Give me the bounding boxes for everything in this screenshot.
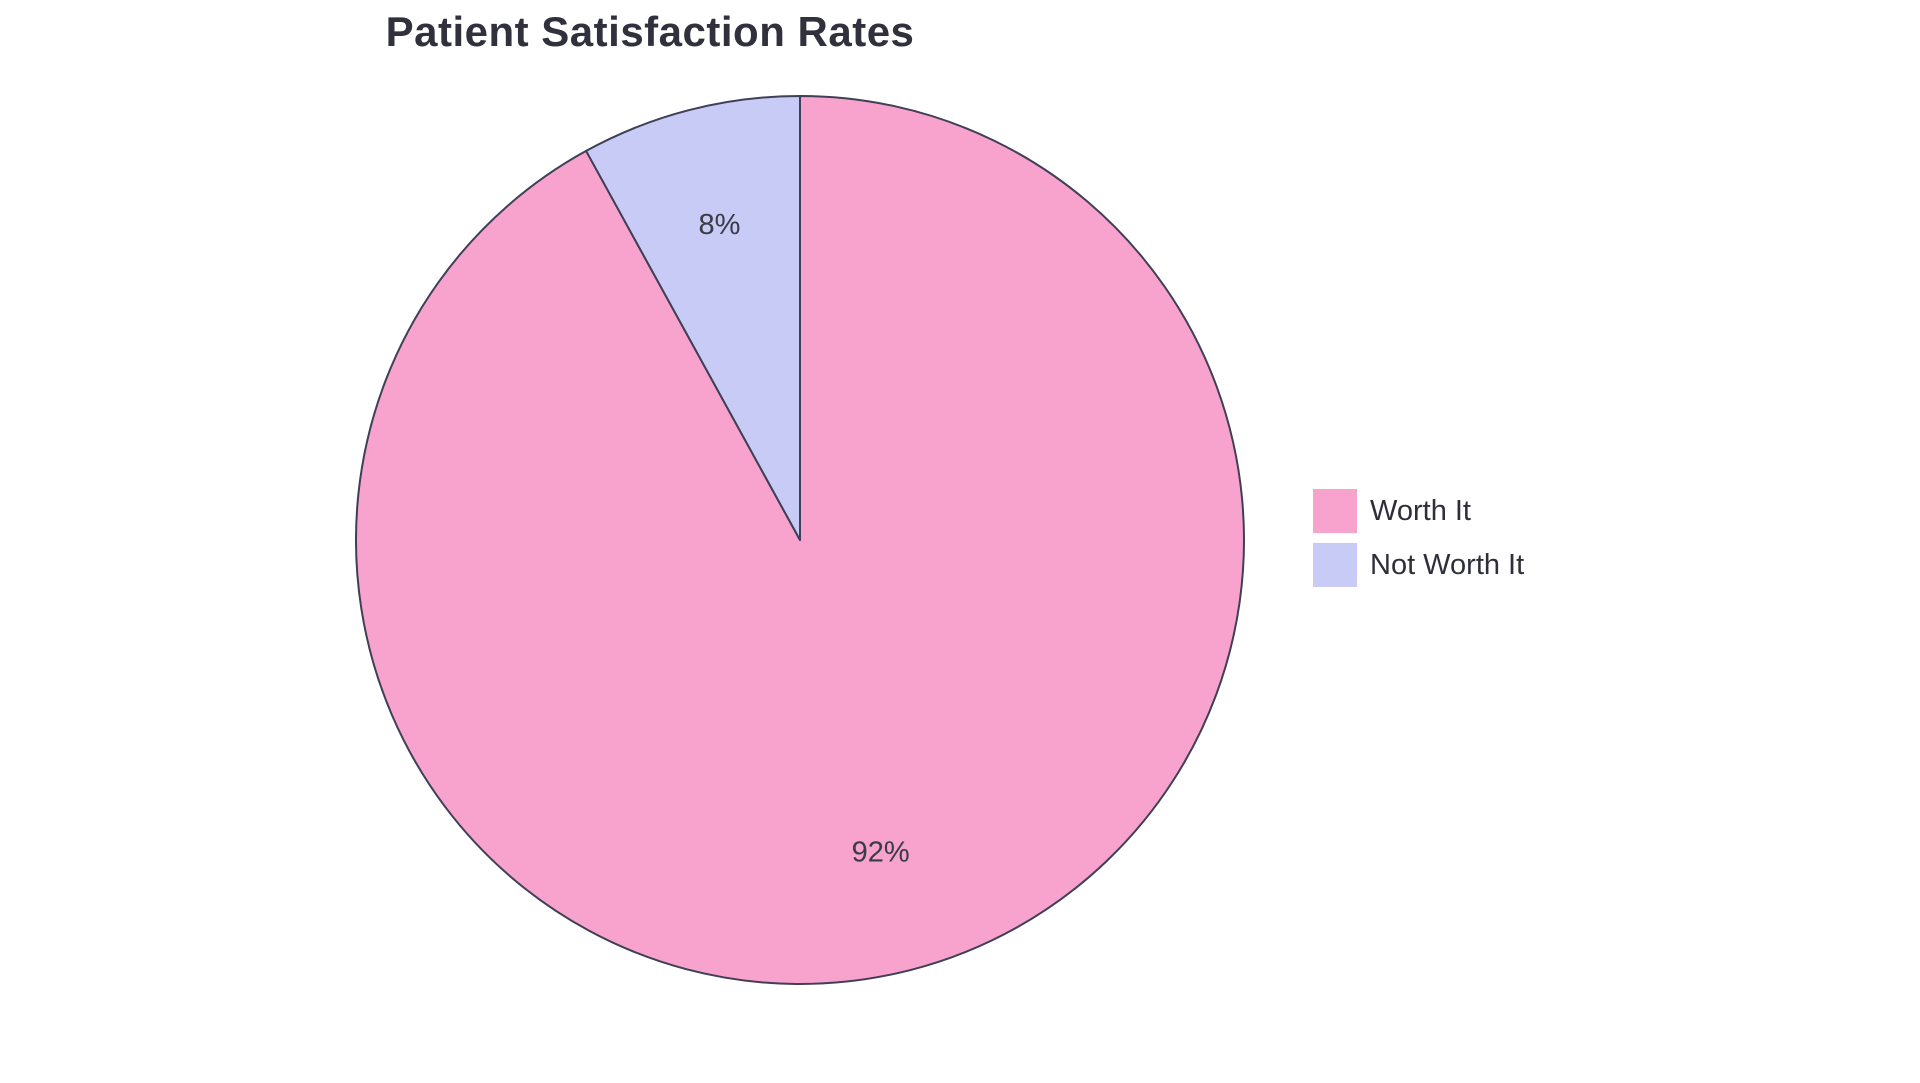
legend: Worth It Not Worth It xyxy=(1313,489,1524,587)
legend-swatch-worth-it xyxy=(1313,489,1357,533)
legend-label: Worth It xyxy=(1370,494,1471,527)
legend-item-worth-it: Worth It xyxy=(1313,489,1524,533)
pie-slice-not-worth-it xyxy=(585,95,801,541)
pie-chart: 92% 8% xyxy=(355,95,1245,985)
legend-label: Not Worth It xyxy=(1370,548,1525,581)
pie-data-label: 92% xyxy=(852,837,910,869)
pie-data-label: 8% xyxy=(698,209,740,241)
chart-title: Patient Satisfaction Rates xyxy=(385,8,915,55)
legend-item-not-worth-it: Not Worth It xyxy=(1313,543,1524,587)
legend-swatch-not-worth-it xyxy=(1313,543,1357,587)
